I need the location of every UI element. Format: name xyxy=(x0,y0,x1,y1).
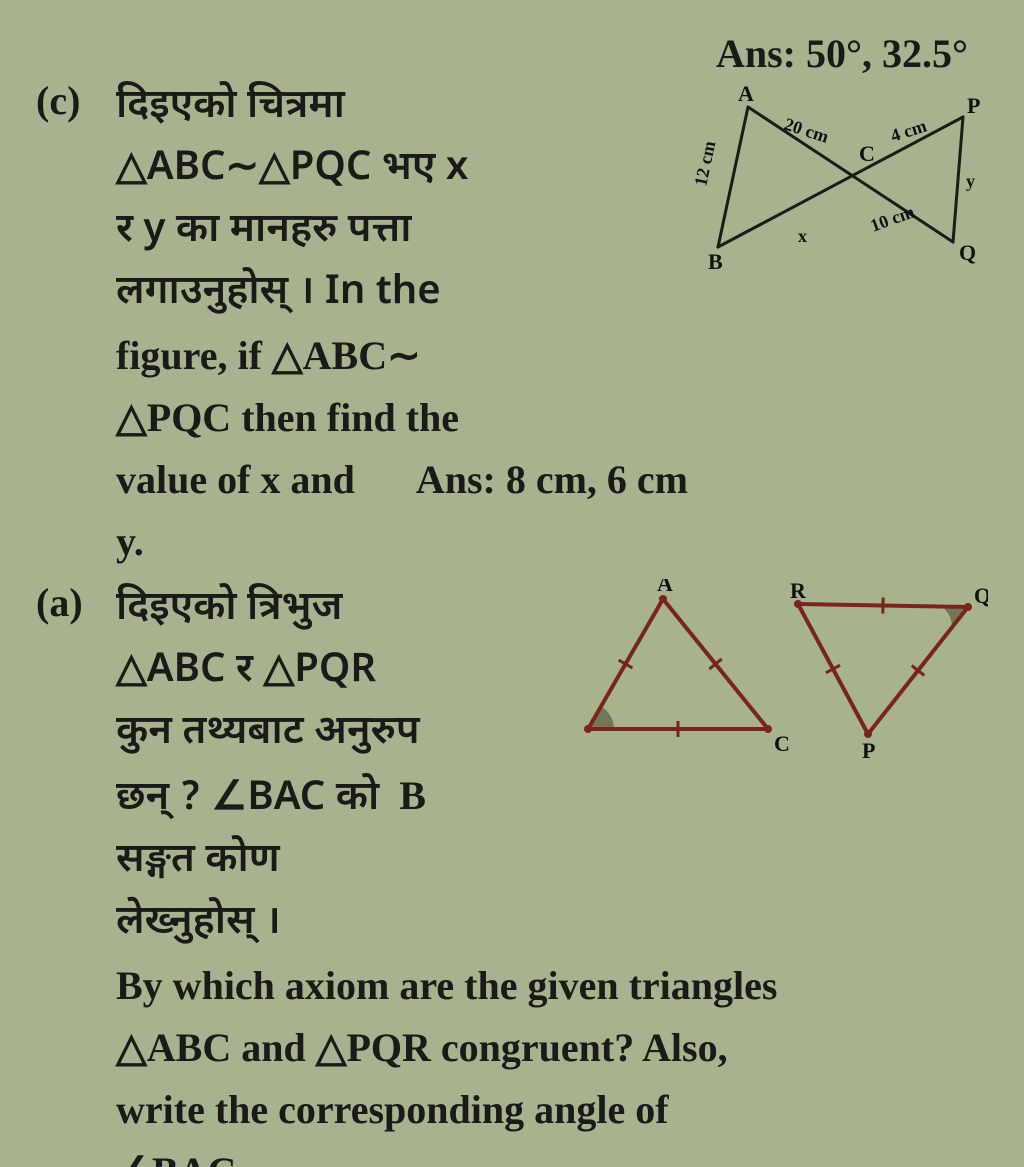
a-tail-3: ∠BAC. xyxy=(116,1141,988,1167)
problem-c-label: (c) xyxy=(36,77,116,124)
a-tail-2: write the corresponding angle of xyxy=(116,1079,988,1141)
c-line-6: value of x and y. xyxy=(116,449,386,573)
svg-text:Q: Q xyxy=(959,240,976,265)
svg-text:P: P xyxy=(862,738,875,763)
svg-text:x: x xyxy=(798,226,807,246)
problem-a-tail: By which axiom are the given triangles △… xyxy=(36,955,988,1167)
problem-a-text: दिइएको त्रिभुज △ABC र △PQR कुन तथ्यबाट अ… xyxy=(116,579,568,955)
problem-c-row: (c) दिइएको चित्रमा △ABC∼△PQC भए x र y का… xyxy=(36,77,988,573)
a-line-5: लेख्नुहोस् । xyxy=(116,893,568,955)
c-line-1: △ABC∼△PQC भए x xyxy=(116,139,688,201)
svg-text:P: P xyxy=(967,93,980,118)
svg-text:20 cm: 20 cm xyxy=(782,114,831,147)
svg-text:R: R xyxy=(790,579,807,603)
fig-a-b-label: B xyxy=(399,765,426,827)
a-line-0: दिइएको त्रिभुज xyxy=(116,579,568,641)
svg-text:A: A xyxy=(738,81,754,106)
svg-text:4 cm: 4 cm xyxy=(888,116,929,146)
answer-c: Ans: 8 cm, 6 cm xyxy=(416,456,688,503)
figure-a-svg: A C R Q P xyxy=(568,579,988,769)
problem-c-text: दिइएको चित्रमा △ABC∼△PQC भए x र y का मान… xyxy=(116,77,688,573)
svg-text:C: C xyxy=(774,731,790,756)
svg-text:10 cm: 10 cm xyxy=(868,201,918,235)
svg-text:B: B xyxy=(708,249,723,274)
c-line-4: figure, if △ABC∼ xyxy=(116,325,688,387)
c-line-2: र y का मानहरु पत्ता xyxy=(116,201,688,263)
c-line-3: लगाउनुहोस् । In the xyxy=(116,263,688,325)
figure-c-wrap: A B C P Q 12 cm 20 cm x 4 cm y 10 cm xyxy=(688,77,988,277)
a-tail-0: By which axiom are the given triangles xyxy=(116,955,988,1017)
a-tail-1: △ABC and △PQR congruent? Also, xyxy=(116,1017,988,1079)
page-root: Ans: 50°, 32.5° (c) दिइएको चित्रमा △ABC∼… xyxy=(0,0,1024,1167)
problem-a-label: (a) xyxy=(36,579,116,626)
svg-text:y: y xyxy=(966,171,975,191)
c-line-5: △PQC then find the xyxy=(116,387,688,449)
a-line-4: सङ्गत कोण xyxy=(116,831,568,893)
svg-text:12 cm: 12 cm xyxy=(690,139,719,188)
a-line-2: कुन तथ्यबाट अनुरुप xyxy=(116,703,568,765)
a-line-1: △ABC र △PQR xyxy=(116,641,568,703)
top-answer-row: Ans: 50°, 32.5° xyxy=(36,30,988,77)
svg-text:Q: Q xyxy=(974,583,988,608)
prev-answer: Ans: 50°, 32.5° xyxy=(716,30,988,77)
svg-text:C: C xyxy=(859,141,875,166)
c-line-0: दिइएको चित्रमा xyxy=(116,77,688,139)
figure-a-wrap: A C R Q P xyxy=(568,579,988,769)
problem-a-row: (a) दिइएको त्रिभुज △ABC र △PQR कुन तथ्यब… xyxy=(36,579,988,955)
svg-text:A: A xyxy=(657,579,673,596)
figure-c-svg: A B C P Q 12 cm 20 cm x 4 cm y 10 cm xyxy=(688,77,988,277)
a-line-3: छन् ? ∠BAC को xyxy=(116,769,379,831)
